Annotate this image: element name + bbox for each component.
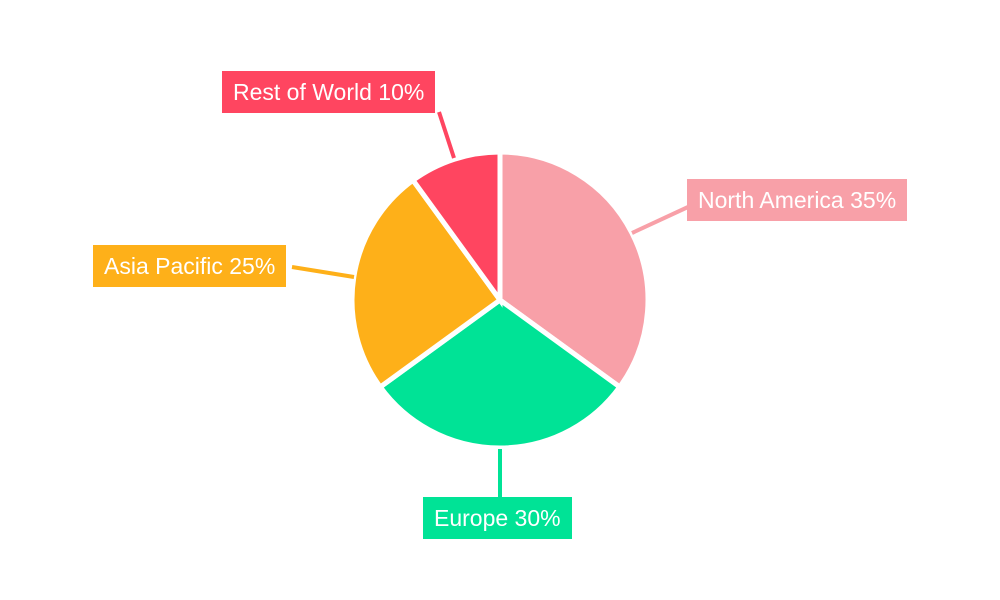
pie-slice-europe[interactable] — [376, 296, 624, 451]
leader-line-north-america — [631, 205, 689, 235]
slice-label-europe: Europe 30% — [423, 497, 572, 539]
pie-slices — [349, 149, 651, 451]
leader-line-asia-pacific — [291, 265, 355, 279]
slice-label-north-america: North America 35% — [687, 179, 908, 221]
slice-label-rest-of-world: Rest of World 10% — [222, 71, 436, 113]
slice-label-asia-pacific: Asia Pacific 25% — [93, 245, 287, 287]
leader-lines — [291, 111, 689, 498]
leader-line-rest-of-world — [437, 111, 456, 159]
pie-slice-rest-of-world[interactable] — [409, 149, 503, 308]
pie-slice-north-america[interactable] — [497, 149, 651, 391]
